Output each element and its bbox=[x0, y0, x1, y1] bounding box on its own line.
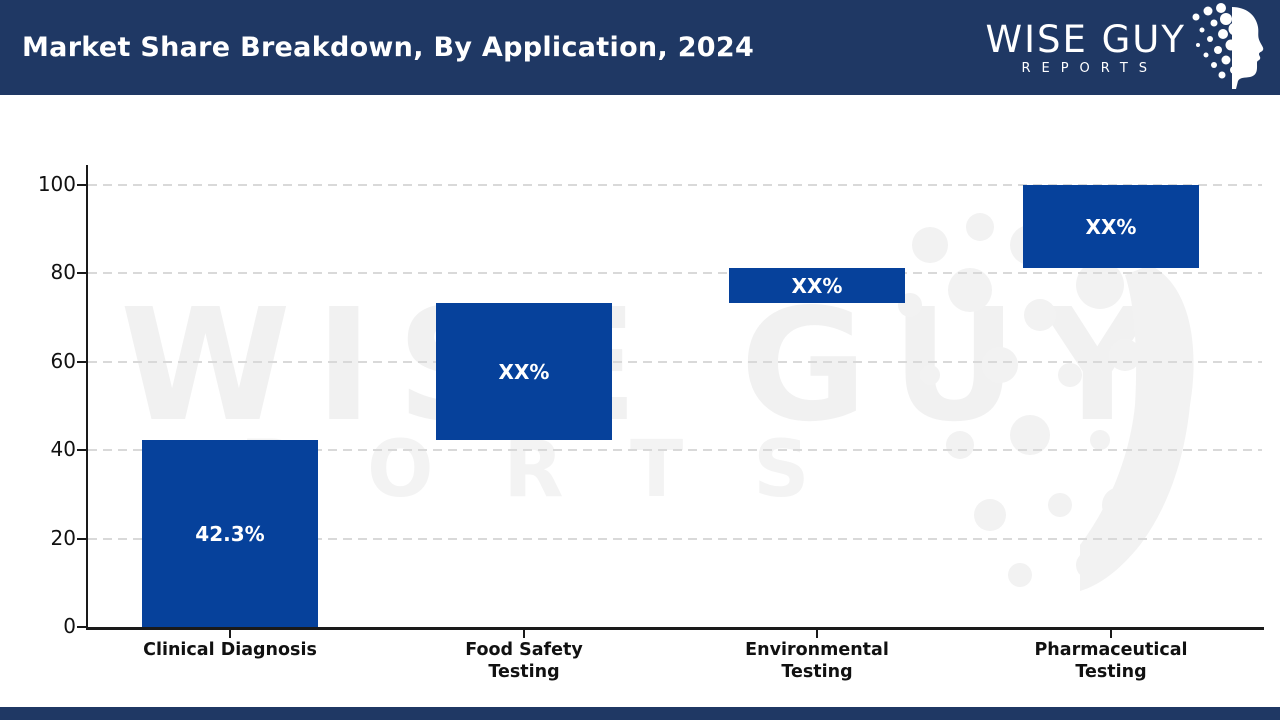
x-category-label: Pharmaceutical Testing bbox=[1034, 640, 1188, 682]
header-bar: Market Share Breakdown, By Application, … bbox=[0, 0, 1280, 95]
y-axis-spine bbox=[86, 165, 88, 629]
y-tick-mark bbox=[77, 449, 86, 451]
y-tick-label: 40 bbox=[50, 437, 76, 461]
bar-value-label: 42.3% bbox=[195, 521, 265, 546]
x-axis-spine bbox=[86, 627, 1264, 630]
logo-reports-text: REPORTS bbox=[1021, 60, 1159, 76]
bar-1: 42.3% bbox=[142, 440, 318, 627]
gridline-40 bbox=[88, 449, 1262, 451]
gridline-20 bbox=[88, 538, 1262, 540]
x-tick-mark bbox=[1110, 629, 1112, 638]
x-category-label: Clinical Diagnosis bbox=[143, 640, 317, 660]
x-tick-mark bbox=[523, 629, 525, 638]
y-tick-mark bbox=[77, 538, 86, 540]
chart-title: Market Share Breakdown, By Application, … bbox=[22, 32, 755, 63]
wiseguy-logo: WISE GUY REPORTS bbox=[986, 0, 1266, 95]
x-category-label: Food Safety Testing bbox=[465, 640, 583, 682]
y-tick-mark bbox=[77, 626, 86, 628]
bar-4: XX% bbox=[1023, 185, 1199, 268]
bar-value-label: XX% bbox=[791, 273, 843, 298]
y-tick-label: 20 bbox=[50, 526, 76, 550]
footer-bar bbox=[0, 707, 1280, 720]
y-tick-label: 0 bbox=[63, 614, 76, 638]
x-tick-mark bbox=[816, 629, 818, 638]
gridline-100 bbox=[88, 184, 1262, 186]
bar-3: XX% bbox=[729, 268, 905, 303]
plot-area bbox=[88, 165, 1262, 627]
wiseguy-logo-text: WISE GUY REPORTS bbox=[986, 21, 1186, 75]
dotted-face-profile-icon bbox=[1188, 2, 1266, 93]
y-tick-mark bbox=[77, 272, 86, 274]
x-category-label: Environmental Testing bbox=[745, 640, 889, 682]
bar-value-label: XX% bbox=[1085, 214, 1137, 239]
gridline-80 bbox=[88, 272, 1262, 274]
x-tick-mark bbox=[229, 629, 231, 638]
y-tick-label: 100 bbox=[37, 172, 76, 196]
logo-wise-guy-text: WISE GUY bbox=[985, 17, 1186, 61]
bar-value-label: XX% bbox=[498, 359, 550, 384]
gridline-60 bbox=[88, 361, 1262, 363]
y-tick-mark bbox=[77, 361, 86, 363]
y-tick-label: 80 bbox=[50, 260, 76, 284]
bar-2: XX% bbox=[436, 303, 612, 440]
y-tick-label: 60 bbox=[50, 349, 76, 373]
y-tick-mark bbox=[77, 184, 86, 186]
